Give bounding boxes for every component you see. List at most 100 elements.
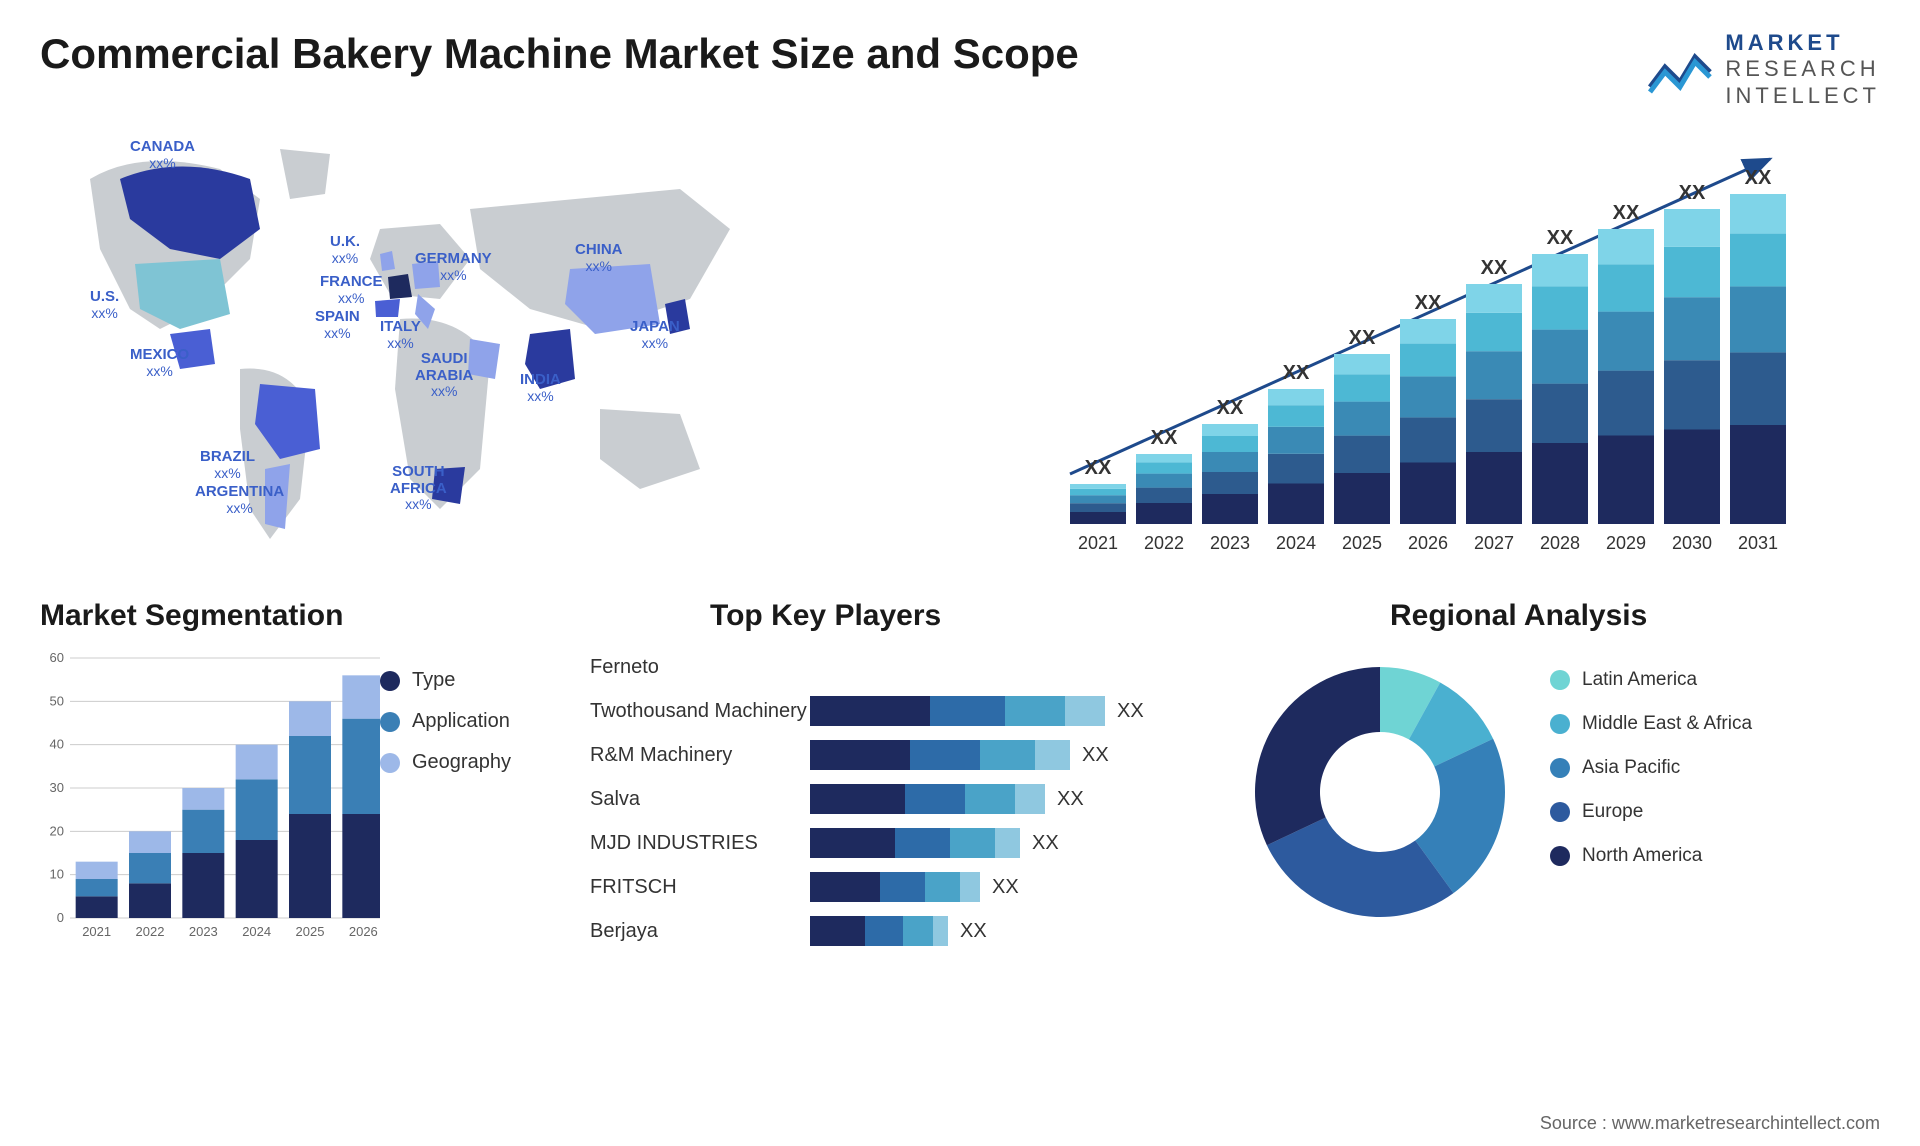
- player-bar-seg: [865, 916, 903, 946]
- logo-line1: MARKET: [1725, 30, 1880, 56]
- growth-bar-label: XX: [1613, 202, 1640, 224]
- map-label-china: CHINAxx%: [575, 242, 623, 274]
- seg-bar-seg: [129, 853, 171, 883]
- players-title: Top Key Players: [710, 599, 1210, 633]
- map-label-japan: JAPANxx%: [630, 319, 680, 351]
- player-row: Twothousand MachineryXX: [590, 692, 1210, 730]
- growth-bar-seg: [1466, 399, 1522, 452]
- map-label-u.s.: U.S.xx%: [90, 289, 119, 321]
- growth-bar-seg: [1070, 503, 1126, 512]
- growth-bar-seg: [1070, 489, 1126, 495]
- seg-year-label: 2021: [82, 924, 111, 939]
- seg-ytick: 40: [50, 737, 64, 752]
- growth-bar-seg: [1268, 454, 1324, 484]
- regional-legend: Latin America Middle East & Africa Asia Pa…: [1520, 669, 1880, 889]
- player-row: BerjayaXX: [590, 912, 1210, 950]
- player-bar-seg: [930, 696, 1005, 726]
- player-bar-seg: [880, 872, 925, 902]
- growth-bar-seg: [1664, 297, 1720, 360]
- growth-bar-seg: [1532, 254, 1588, 286]
- growth-bar-seg: [1136, 454, 1192, 462]
- growth-bar-seg: [1400, 418, 1456, 463]
- segmentation-chart: 0102030405060202120222023202420252026: [40, 648, 380, 948]
- map-label-argentina: ARGENTINAxx%: [195, 484, 284, 516]
- donut-chart: [1240, 637, 1520, 917]
- player-bar-seg: [810, 828, 895, 858]
- regional-section: Regional Analysis Latin America Middle Ea…: [1240, 599, 1880, 959]
- regional-legend-item: Latin America: [1550, 669, 1880, 691]
- growth-bar-label: XX: [1085, 457, 1112, 479]
- player-bar: [810, 916, 948, 946]
- player-bar: [810, 784, 1045, 814]
- growth-bar-seg: [1730, 425, 1786, 524]
- map-label-u.k.: U.K.xx%: [330, 234, 360, 266]
- player-bar-seg: [965, 784, 1015, 814]
- world-map: CANADAxx%U.S.xx%MEXICOxx%BRAZILxx%ARGENT…: [40, 129, 960, 569]
- legend-label: Asia Pacific: [1582, 757, 1680, 779]
- source-text: Source : www.marketresearchintellect.com: [1540, 1113, 1880, 1134]
- player-name: R&M Machinery: [590, 744, 810, 767]
- growth-bar-label: XX: [1481, 257, 1508, 279]
- growth-year-label: 2025: [1342, 533, 1382, 553]
- map-label-france: FRANCExx%: [320, 274, 383, 306]
- growth-bar-seg: [1070, 484, 1126, 489]
- regional-legend-item: Middle East & Africa: [1550, 713, 1880, 735]
- growth-bar-seg: [1400, 377, 1456, 418]
- player-bar-seg: [810, 916, 865, 946]
- legend-dot: [380, 753, 400, 773]
- legend-label: North America: [1582, 845, 1702, 867]
- growth-bar-label: XX: [1415, 292, 1442, 314]
- growth-bar-seg: [1598, 229, 1654, 264]
- player-name: Twothousand Machinery: [590, 700, 810, 723]
- map-france: [388, 274, 412, 299]
- growth-bar-seg: [1334, 436, 1390, 473]
- growth-bar-seg: [1664, 430, 1720, 525]
- player-bar: [810, 828, 1020, 858]
- player-bar-seg: [810, 784, 905, 814]
- player-value: XX: [1057, 788, 1084, 811]
- growth-bar-seg: [1202, 452, 1258, 472]
- growth-bar-seg: [1334, 354, 1390, 374]
- growth-bar-seg: [1202, 436, 1258, 452]
- growth-chart-svg: XX2021XX2022XX2023XX2024XX2025XX2026XX20…: [1000, 129, 1880, 569]
- map-label-mexico: MEXICOxx%: [130, 347, 189, 379]
- logo-icon: [1645, 42, 1715, 97]
- player-bar-seg: [810, 740, 910, 770]
- seg-ytick: 10: [50, 867, 64, 882]
- growth-bar-seg: [1466, 351, 1522, 399]
- seg-bar-seg: [236, 745, 278, 780]
- legend-label: Europe: [1582, 801, 1643, 823]
- regional-title: Regional Analysis: [1390, 599, 1647, 633]
- growth-bar-seg: [1598, 371, 1654, 436]
- donut-segment: [1255, 667, 1380, 845]
- seg-ytick: 50: [50, 694, 64, 709]
- growth-year-label: 2026: [1408, 533, 1448, 553]
- legend-dot: [1550, 758, 1570, 778]
- seg-bar-seg: [182, 788, 224, 810]
- logo: MARKET RESEARCH INTELLECT: [1645, 30, 1880, 109]
- segmentation-section: Market Segmentation 01020304050602021202…: [40, 599, 560, 959]
- growth-year-label: 2028: [1540, 533, 1580, 553]
- player-bar: [810, 872, 980, 902]
- growth-bar-label: XX: [1679, 182, 1706, 204]
- seg-ytick: 0: [57, 910, 64, 925]
- segmentation-title: Market Segmentation: [40, 599, 380, 633]
- map-label-italy: ITALYxx%: [380, 319, 421, 351]
- legend-dot: [1550, 670, 1570, 690]
- seg-bar-seg: [236, 840, 278, 918]
- growth-bar-seg: [1466, 452, 1522, 524]
- legend-label: Geography: [412, 751, 511, 774]
- growth-year-label: 2030: [1672, 533, 1712, 553]
- player-row: MJD INDUSTRIESXX: [590, 824, 1210, 862]
- seg-ytick: 30: [50, 780, 64, 795]
- player-bar-seg: [905, 784, 965, 814]
- growth-bar-seg: [1730, 353, 1786, 426]
- growth-bar-seg: [1136, 503, 1192, 524]
- player-name: Ferneto: [590, 656, 810, 679]
- growth-bar-label: XX: [1217, 397, 1244, 419]
- growth-bar-seg: [1400, 319, 1456, 344]
- map-label-south-africa: SOUTHAFRICAxx%: [390, 464, 447, 512]
- player-bar-seg: [980, 740, 1035, 770]
- players-list: FernetoTwothousand MachineryXXR&M Machin…: [590, 648, 1210, 950]
- player-value: XX: [1082, 744, 1109, 767]
